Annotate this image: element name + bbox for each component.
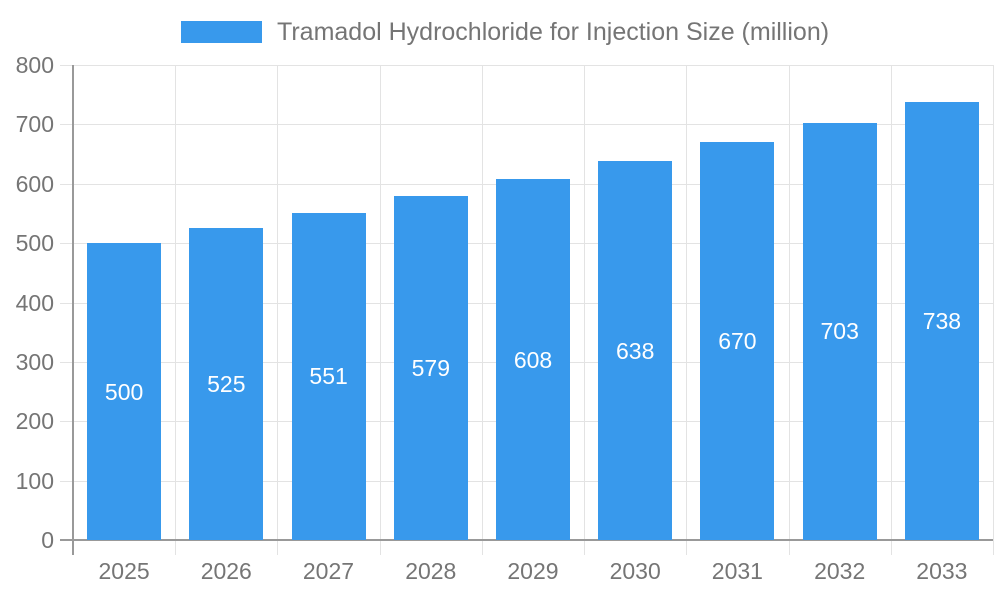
- legend-item[interactable]: Tramadol Hydrochloride for Injection Siz…: [181, 18, 830, 46]
- gridline-vertical: [789, 65, 790, 555]
- x-axis-tick-label: 2033: [916, 558, 968, 584]
- x-axis-line: [60, 539, 993, 541]
- x-axis-tick-label: 2028: [405, 558, 457, 584]
- bar-value-label: 500: [104, 378, 144, 405]
- y-axis-tick-label: 500: [15, 230, 54, 256]
- y-axis-tick-label: 400: [15, 290, 54, 316]
- bar-2032[interactable]: [802, 122, 877, 540]
- bar-value-label: 670: [718, 328, 757, 355]
- bar-2027[interactable]: [291, 212, 366, 540]
- x-axis-tick-label: 2026: [200, 558, 252, 584]
- bar-value-label: 525: [207, 371, 246, 398]
- y-axis-line: [72, 65, 74, 555]
- bar-value-label: 608: [513, 346, 553, 373]
- y-axis-tick-label: 100: [15, 468, 54, 494]
- y-axis-tick-label: 700: [15, 111, 54, 137]
- x-axis-tick-label: 2027: [302, 558, 355, 584]
- gridline-horizontal: [60, 65, 993, 66]
- gridline-vertical: [380, 65, 381, 555]
- bar-2028[interactable]: [393, 196, 468, 540]
- gridline-vertical: [277, 65, 278, 555]
- bar-2025[interactable]: [87, 243, 162, 540]
- y-axis-tick-label: 200: [15, 408, 54, 434]
- bar-value-label: 638: [616, 337, 655, 364]
- legend-swatch: [181, 21, 262, 43]
- bar-2031[interactable]: [700, 142, 775, 540]
- gridline-vertical: [482, 65, 483, 555]
- bar-2030[interactable]: [598, 161, 673, 540]
- bar-2026[interactable]: [189, 228, 264, 540]
- bar-2033[interactable]: [904, 101, 979, 540]
- gridline-vertical: [175, 65, 176, 555]
- bar-value-label: 579: [411, 355, 450, 382]
- x-axis-tick-label: 2031: [711, 558, 763, 584]
- x-axis-tick-label: 2030: [609, 558, 661, 584]
- x-axis-tick-label: 2032: [814, 558, 866, 584]
- bar-value-label: 738: [922, 307, 962, 334]
- bar-2029[interactable]: [496, 179, 570, 540]
- y-axis-tick-label: 300: [15, 349, 54, 375]
- y-axis-tick-label: 800: [15, 52, 54, 78]
- bar-value-label: 703: [820, 318, 859, 345]
- x-axis-tick-label: 2029: [507, 558, 559, 584]
- gridline-vertical: [686, 65, 687, 555]
- gridline-vertical: [891, 65, 892, 555]
- gridline-horizontal: [60, 124, 993, 125]
- y-axis-tick-label: 0: [41, 527, 54, 553]
- legend-label: Tramadol Hydrochloride for Injection Siz…: [277, 18, 830, 46]
- y-axis-tick-label: 600: [15, 171, 54, 197]
- x-axis-tick-label: 2025: [98, 558, 150, 584]
- bar-value-label: 551: [309, 363, 348, 390]
- gridline-vertical: [584, 65, 585, 555]
- gridline-vertical: [993, 65, 994, 555]
